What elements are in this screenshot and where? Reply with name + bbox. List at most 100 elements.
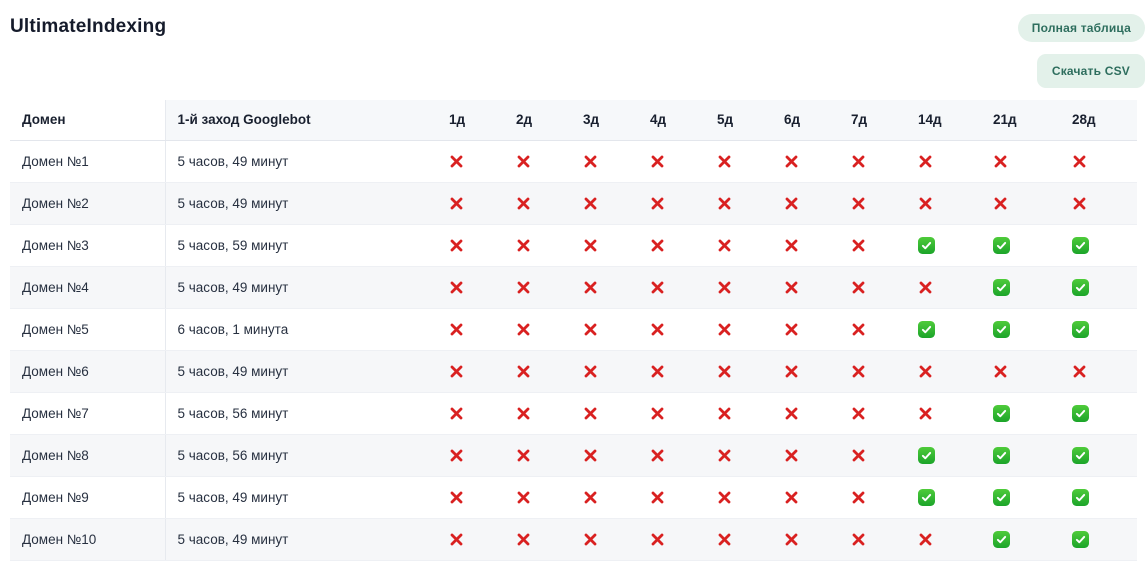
status-cell — [910, 350, 985, 393]
cross-icon — [852, 365, 865, 378]
cross-icon — [584, 533, 597, 546]
status-cell — [843, 266, 910, 309]
status-cell — [843, 182, 910, 225]
status-cell — [910, 182, 985, 225]
check-icon — [918, 320, 935, 338]
cross-icon — [852, 239, 865, 252]
check-icon — [1072, 278, 1089, 296]
status-cell — [508, 392, 575, 435]
check-icon — [918, 446, 935, 464]
column-header: 1-й заход Googlebot — [165, 100, 441, 141]
status-cell — [910, 392, 985, 435]
status-cell — [642, 392, 709, 435]
check-icon — [1072, 488, 1089, 506]
download-csv-button[interactable]: Скачать CSV — [1036, 54, 1145, 88]
cross-icon — [718, 533, 731, 546]
cross-icon — [651, 449, 664, 462]
status-cell — [575, 140, 642, 183]
status-cell — [709, 182, 776, 225]
check-icon — [993, 236, 1010, 254]
status-cell — [441, 224, 508, 267]
first-googlebot-visit-cell: 5 часов, 56 минут — [165, 434, 441, 477]
status-cell — [843, 518, 910, 561]
status-cell — [709, 224, 776, 267]
status-cell — [642, 476, 709, 519]
cross-icon — [718, 155, 731, 168]
column-header: 4д — [642, 100, 709, 141]
cross-icon — [919, 365, 932, 378]
status-cell — [575, 308, 642, 351]
status-cell — [508, 518, 575, 561]
cross-icon — [718, 449, 731, 462]
cross-icon — [517, 323, 530, 336]
status-cell — [843, 434, 910, 477]
domain-cell: Домен №1 — [10, 140, 166, 183]
status-cell — [776, 266, 843, 309]
cross-icon — [785, 365, 798, 378]
column-header: 14д — [910, 100, 985, 141]
status-cell — [776, 140, 843, 183]
first-googlebot-visit-cell: 5 часов, 49 минут — [165, 518, 441, 561]
status-cell — [1064, 182, 1137, 225]
status-cell — [985, 224, 1064, 267]
status-cell — [985, 392, 1064, 435]
cross-icon — [994, 197, 1007, 210]
status-cell — [985, 518, 1064, 561]
full-table-button[interactable]: Полная таблица — [1017, 14, 1145, 42]
table-row: Домен №5 6 часов, 1 минута — [10, 308, 1137, 351]
cross-icon — [852, 491, 865, 504]
cross-icon — [651, 155, 664, 168]
status-cell — [843, 224, 910, 267]
status-cell — [508, 224, 575, 267]
status-cell — [985, 476, 1064, 519]
status-cell — [642, 434, 709, 477]
status-cell — [441, 518, 508, 561]
status-cell — [1064, 392, 1137, 435]
status-cell — [575, 350, 642, 393]
status-cell — [508, 308, 575, 351]
first-googlebot-visit-cell: 6 часов, 1 минута — [165, 308, 441, 351]
first-googlebot-visit-cell: 5 часов, 49 минут — [165, 140, 441, 183]
table-row: Домен №7 5 часов, 56 минут — [10, 392, 1137, 435]
status-cell — [575, 476, 642, 519]
status-cell — [776, 476, 843, 519]
status-cell — [709, 392, 776, 435]
cross-icon — [785, 239, 798, 252]
cross-icon — [517, 155, 530, 168]
cross-icon — [718, 239, 731, 252]
cross-icon — [517, 197, 530, 210]
check-icon — [993, 320, 1010, 338]
cross-icon — [517, 239, 530, 252]
cross-icon — [852, 197, 865, 210]
cross-icon — [852, 449, 865, 462]
cross-icon — [785, 533, 798, 546]
check-icon — [993, 278, 1010, 296]
status-cell — [776, 518, 843, 561]
status-cell — [776, 434, 843, 477]
status-cell — [843, 350, 910, 393]
status-cell — [642, 182, 709, 225]
cross-icon — [852, 155, 865, 168]
cross-icon — [584, 491, 597, 504]
cross-icon — [852, 323, 865, 336]
cross-icon — [584, 323, 597, 336]
cross-icon — [450, 323, 463, 336]
status-cell — [642, 224, 709, 267]
status-cell — [575, 518, 642, 561]
indexing-table: Домен 1-й заход Googlebot 1д 2д 3д 4д 5д 6д 7д 14… — [10, 100, 1137, 561]
column-header: 2д — [508, 100, 575, 141]
status-cell — [441, 140, 508, 183]
status-cell — [776, 182, 843, 225]
cross-icon — [517, 491, 530, 504]
status-cell — [642, 350, 709, 393]
status-cell — [709, 476, 776, 519]
status-cell — [441, 350, 508, 393]
check-icon — [1072, 236, 1089, 254]
status-cell — [709, 350, 776, 393]
status-cell — [642, 518, 709, 561]
first-googlebot-visit-cell: 5 часов, 49 минут — [165, 476, 441, 519]
cross-icon — [517, 407, 530, 420]
table-header-row: Домен 1-й заход Googlebot 1д 2д 3д 4д 5д 6д 7д 14… — [10, 100, 1137, 141]
cross-icon — [450, 365, 463, 378]
domain-cell: Домен №8 — [10, 434, 166, 477]
